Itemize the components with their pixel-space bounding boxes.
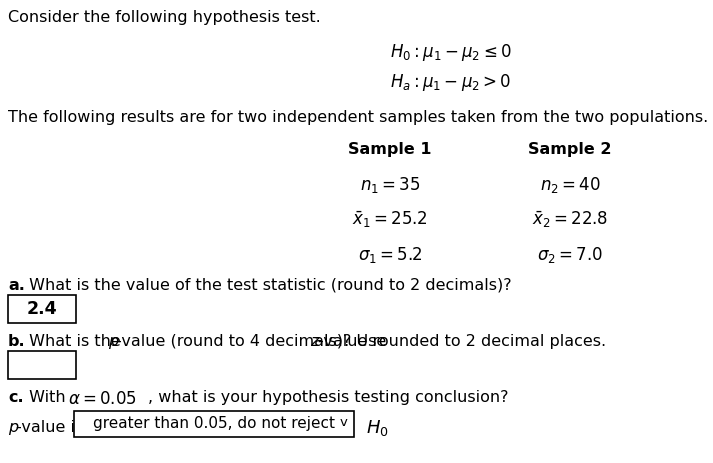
- Text: p: p: [108, 333, 118, 348]
- Text: $n_2 = 40$: $n_2 = 40$: [540, 175, 600, 194]
- Text: $\bar{x}_1 = 25.2$: $\bar{x}_1 = 25.2$: [352, 210, 428, 230]
- Text: $H_a: \mu_1 - \mu_2 > 0$: $H_a: \mu_1 - \mu_2 > 0$: [390, 72, 511, 93]
- Text: $\alpha = 0.05$: $\alpha = 0.05$: [68, 389, 137, 407]
- Text: $n_1 = 35$: $n_1 = 35$: [360, 175, 420, 194]
- Text: -value rounded to 2 decimal places.: -value rounded to 2 decimal places.: [318, 333, 606, 348]
- Text: Sample 2: Sample 2: [528, 142, 612, 156]
- Text: z: z: [310, 333, 319, 348]
- Text: Sample 1: Sample 1: [348, 142, 432, 156]
- Text: a.: a.: [8, 277, 25, 292]
- Text: -value (round to 4 decimals)? Use: -value (round to 4 decimals)? Use: [116, 333, 391, 348]
- Text: 2.4: 2.4: [26, 300, 57, 317]
- Text: $\bar{x}_2 = 22.8$: $\bar{x}_2 = 22.8$: [532, 210, 608, 230]
- Text: $H_0: \mu_1 - \mu_2 \leq 0$: $H_0: \mu_1 - \mu_2 \leq 0$: [390, 42, 512, 63]
- Text: $\sigma_1 = 5.2$: $\sigma_1 = 5.2$: [358, 244, 422, 264]
- Text: What is the: What is the: [24, 333, 126, 348]
- Bar: [74, 411, 354, 437]
- Text: What is the value of the test statistic (round to 2 decimals)?: What is the value of the test statistic …: [24, 277, 512, 292]
- Text: The following results are for two independent samples taken from the two populat: The following results are for two indepe…: [8, 110, 708, 125]
- Text: v: v: [340, 415, 348, 428]
- Text: greater than 0.05, do not reject: greater than 0.05, do not reject: [93, 415, 335, 430]
- Text: With: With: [24, 389, 71, 404]
- Text: , what is your hypothesis testing conclusion?: , what is your hypothesis testing conclu…: [148, 389, 508, 404]
- Bar: [8, 295, 76, 323]
- Text: $\sigma_2 = 7.0$: $\sigma_2 = 7.0$: [537, 244, 603, 264]
- Bar: [8, 351, 76, 379]
- Text: Consider the following hypothesis test.: Consider the following hypothesis test.: [8, 10, 321, 25]
- Text: p: p: [8, 419, 18, 434]
- Text: c.: c.: [8, 389, 24, 404]
- Text: $H_0$: $H_0$: [366, 417, 389, 437]
- Text: -value is: -value is: [16, 419, 83, 434]
- Text: b.: b.: [8, 333, 26, 348]
